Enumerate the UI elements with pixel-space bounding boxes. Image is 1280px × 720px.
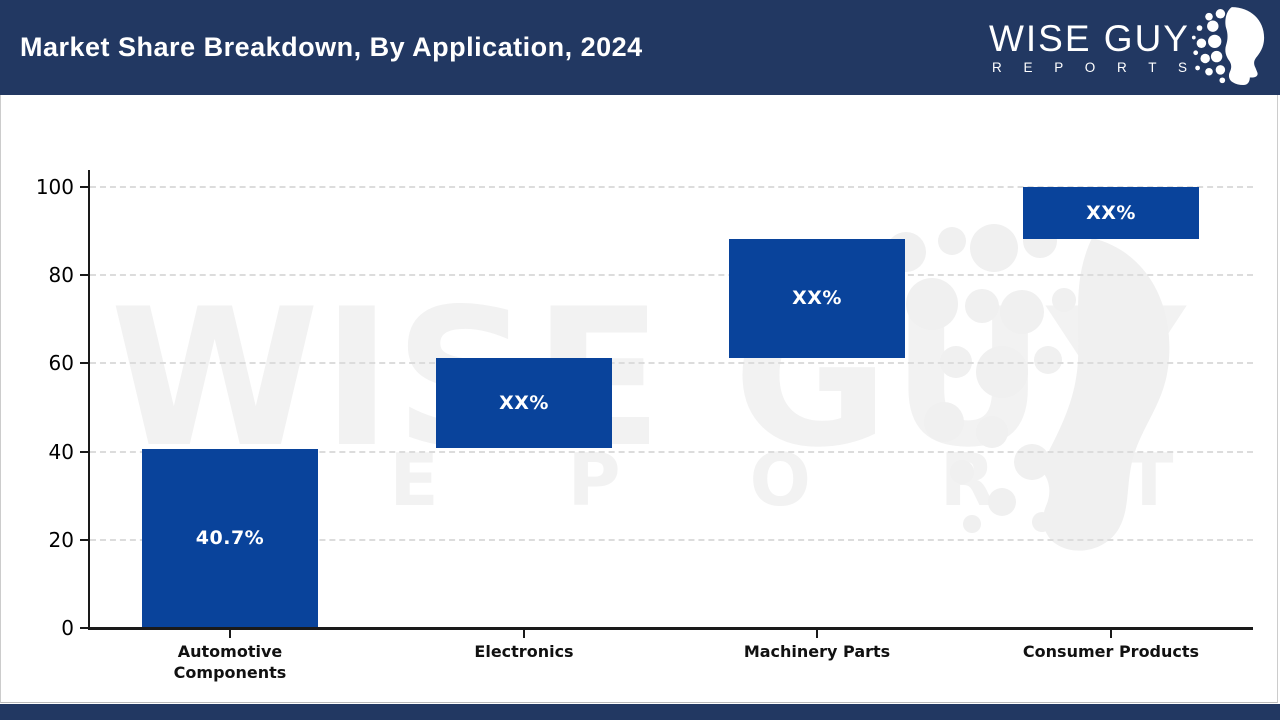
y-tick-mark <box>80 186 88 188</box>
gridline <box>90 362 1253 365</box>
page-title: Market Share Breakdown, By Application, … <box>20 32 643 62</box>
bar-value-label: XX% <box>499 392 549 415</box>
wiseguy-logo: WISE GUY R E P O R T S <box>989 4 1280 92</box>
bar: XX% <box>729 238 905 359</box>
gridline <box>90 538 1253 541</box>
logo-wordmark: WISE GUY R E P O R T S <box>989 20 1190 75</box>
y-tick-mark <box>80 538 88 541</box>
logo-head-icon <box>1191 6 1265 85</box>
y-tick-label: 80 <box>48 263 74 288</box>
y-tick-label: 20 <box>48 527 74 552</box>
x-tick-mark <box>1110 630 1112 638</box>
bar: XX% <box>1023 187 1199 239</box>
category-label: Electronics <box>474 642 574 661</box>
y-tick-label: 60 <box>48 351 74 376</box>
category-label: Consumer Products <box>1022 642 1200 661</box>
bar: XX% <box>436 358 612 449</box>
x-tick-mark <box>229 630 231 638</box>
y-tick-mark <box>80 274 88 277</box>
logo-wordmark-text: WISE GUY <box>988 18 1190 59</box>
footer-bar <box>0 704 1280 720</box>
gridline <box>90 450 1253 453</box>
gridline <box>90 274 1253 277</box>
bar-value-label: XX% <box>1086 201 1136 224</box>
gridline <box>90 186 1253 188</box>
header-bar: Market Share Breakdown, By Application, … <box>0 0 1280 95</box>
x-tick-mark <box>816 630 818 638</box>
bar: 40.7% <box>142 448 318 628</box>
bar-value-label: XX% <box>792 287 842 310</box>
x-axis-spine <box>88 627 1253 630</box>
y-axis-spine <box>88 170 90 630</box>
category-label: Automotive Components <box>173 642 287 682</box>
y-tick-mark <box>80 362 88 365</box>
category-label: Machinery Parts <box>743 642 891 661</box>
y-tick-label: 0 <box>61 616 74 640</box>
x-tick-mark <box>523 630 525 638</box>
y-tick-label: 40 <box>48 439 74 464</box>
logo-reports-text: R E P O R T S <box>991 60 1196 75</box>
y-tick-mark <box>80 450 88 453</box>
bar-value-label: 40.7% <box>195 527 265 550</box>
y-tick-label: 100 <box>35 175 74 199</box>
y-tick-mark <box>80 627 88 629</box>
